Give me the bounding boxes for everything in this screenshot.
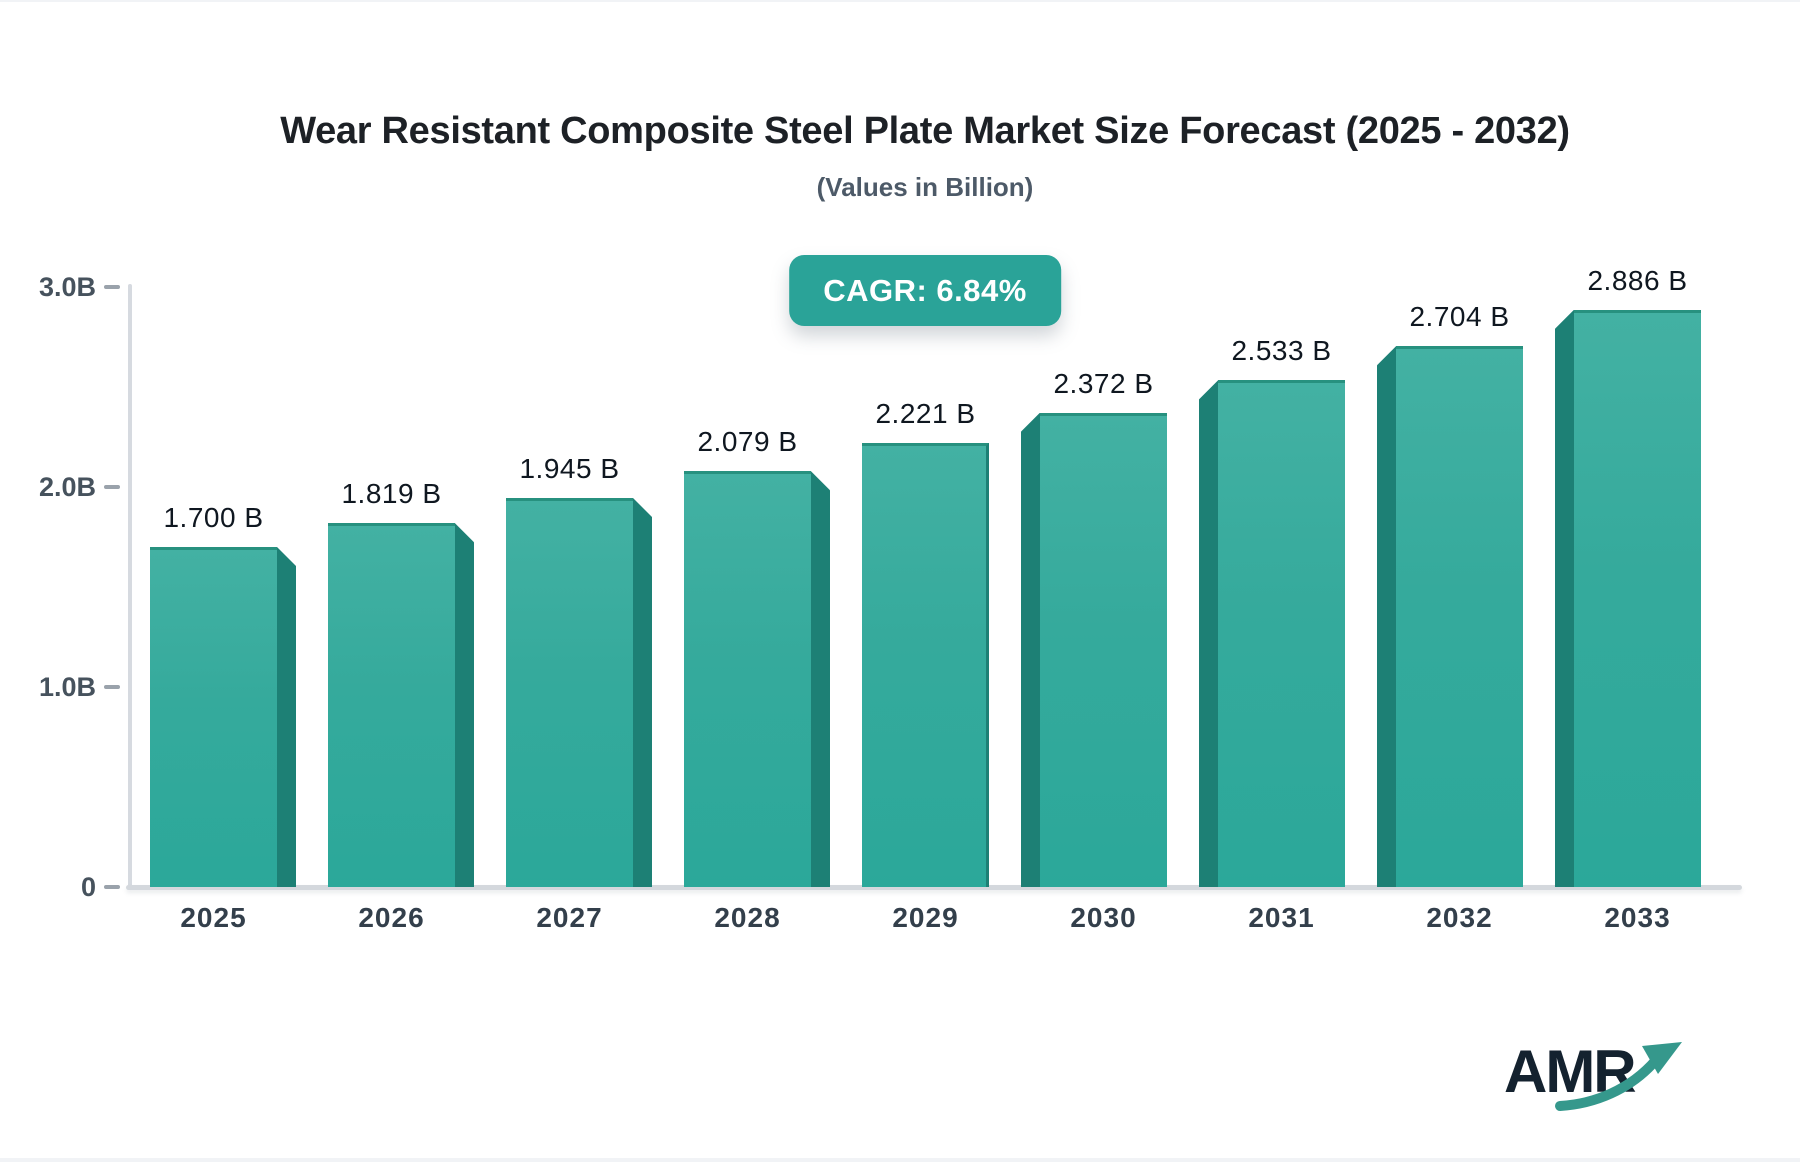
y-tick-label: 1.0B bbox=[38, 672, 96, 702]
y-tick-label: 2.0B bbox=[38, 472, 96, 502]
x-tick-label: 2031 bbox=[1248, 902, 1315, 933]
y-tick-mark bbox=[104, 885, 120, 889]
x-tick-label: 2027 bbox=[536, 902, 603, 933]
bar bbox=[684, 471, 811, 887]
bar-value-label: 1.945 B bbox=[519, 453, 620, 484]
bar-value-label: 2.886 B bbox=[1587, 264, 1688, 296]
bar bbox=[506, 498, 633, 887]
chart-title: Wear Resistant Composite Steel Plate Mar… bbox=[280, 110, 1570, 152]
bar-3d-side bbox=[1377, 346, 1396, 887]
x-tick-label: 2026 bbox=[358, 902, 425, 933]
y-tick-mark bbox=[104, 285, 120, 289]
y-tick-mark bbox=[104, 485, 120, 489]
bar-3d-side bbox=[633, 498, 652, 887]
bar-value-label: 2.079 B bbox=[697, 426, 798, 458]
x-tick-label: 2033 bbox=[1604, 902, 1671, 933]
cagr-badge: CAGR: 6.84% bbox=[789, 255, 1061, 326]
x-axis-line bbox=[126, 885, 1742, 890]
bar bbox=[150, 547, 277, 887]
x-tick-label: 2025 bbox=[180, 902, 247, 933]
amr-logo: AMR bbox=[1504, 1038, 1682, 1111]
bar-value-label: 1.700 B bbox=[163, 502, 264, 533]
amr-logo-arrow-head bbox=[1642, 1042, 1682, 1074]
y-tick-mark bbox=[104, 685, 120, 689]
x-tick-label: 2030 bbox=[1070, 902, 1137, 933]
bar bbox=[328, 523, 455, 887]
x-tick-label: 2028 bbox=[714, 902, 781, 933]
y-axis-line bbox=[128, 284, 132, 889]
bar-3d-side bbox=[277, 547, 296, 887]
bar-3d-side bbox=[811, 471, 830, 887]
x-tick-label: 2029 bbox=[892, 902, 959, 933]
bar-3d-side bbox=[1199, 380, 1218, 887]
amr-logo-arrow-swoosh bbox=[1555, 1055, 1661, 1111]
bar bbox=[1396, 346, 1523, 887]
y-tick-label: 3.0B bbox=[38, 272, 96, 302]
x-tick-label: 2032 bbox=[1426, 902, 1493, 933]
bar-value-label: 2.221 B bbox=[875, 397, 976, 429]
bar-3d-side bbox=[455, 523, 474, 887]
bar bbox=[1040, 412, 1167, 887]
bar-3d-side bbox=[1021, 412, 1040, 887]
chart-subtitle: (Values in Billion) bbox=[816, 172, 1034, 202]
bar bbox=[1218, 380, 1345, 887]
bar-value-label: 1.819 B bbox=[341, 478, 442, 510]
bar bbox=[862, 442, 989, 887]
bar bbox=[1574, 309, 1701, 887]
y-tick-label: 0 bbox=[80, 872, 96, 902]
bar-3d-side bbox=[1555, 309, 1574, 887]
bar-value-label: 2.533 B bbox=[1231, 335, 1332, 367]
bar-value-label: 2.704 B bbox=[1409, 301, 1510, 333]
bar-value-label: 2.372 B bbox=[1053, 367, 1154, 399]
